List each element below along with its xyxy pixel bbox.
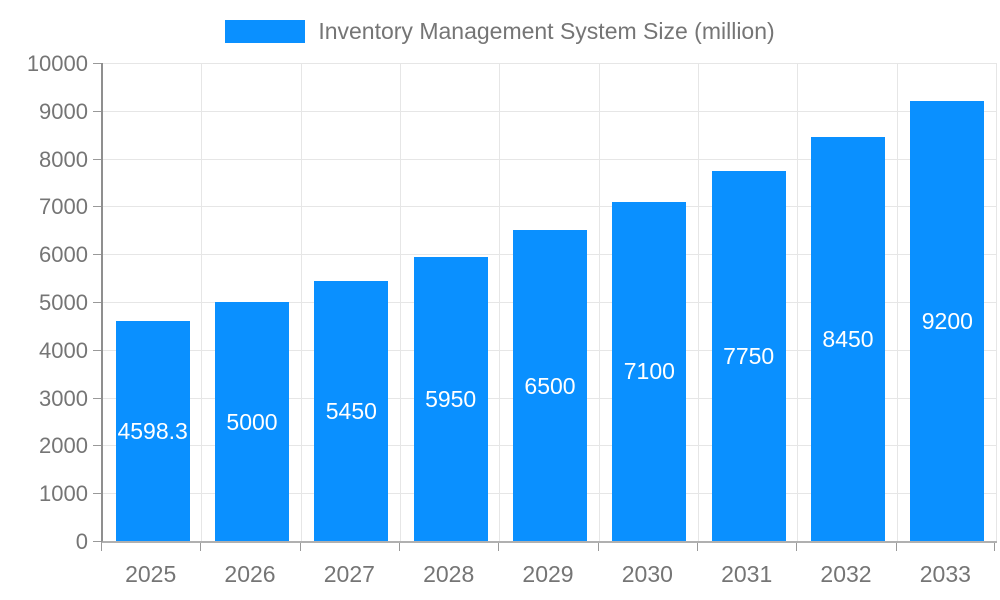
- x-axis-label: 2028: [423, 561, 475, 587]
- bar-2026[interactable]: 5000: [215, 302, 289, 541]
- y-axis-tick: [93, 254, 101, 256]
- x-axis-label: 2025: [125, 561, 177, 587]
- y-axis-label: 5000: [39, 290, 88, 315]
- x-axis-label: 2029: [522, 561, 574, 587]
- x-axis-tick: [399, 543, 400, 551]
- bar-2032[interactable]: 8450: [811, 137, 885, 541]
- bar-value-label: 5450: [325, 397, 377, 424]
- x-axis-tick: [597, 543, 599, 551]
- y-axis-tick: [93, 110, 101, 112]
- y-axis-tick: [93, 206, 101, 208]
- bar-2028[interactable]: 5950: [413, 256, 488, 541]
- y-axis-label: 4000: [39, 337, 88, 363]
- x-axis-tick: [895, 543, 897, 551]
- bar-value-label: 9200: [921, 308, 973, 335]
- v-gridline: [797, 63, 799, 541]
- y-axis-tick: [93, 397, 101, 399]
- y-axis-label: 3000: [39, 385, 88, 411]
- v-gridline: [598, 63, 600, 541]
- bar-value-label: 7100: [623, 358, 675, 385]
- v-gridline: [996, 63, 997, 541]
- x-axis-label: 2030: [621, 561, 673, 587]
- bar-value-label: 5000: [226, 408, 278, 435]
- legend-label: Inventory Management System Size (millio…: [318, 18, 775, 44]
- x-axis-tick: [200, 543, 202, 551]
- v-gridline: [896, 63, 898, 541]
- y-axis-tick: [93, 302, 101, 303]
- y-axis-label: 7000: [39, 194, 88, 220]
- y-axis-label: 9000: [39, 98, 88, 124]
- y-axis-label: 6000: [39, 242, 88, 268]
- y-axis-label: 10000: [26, 51, 88, 76]
- bar-2031[interactable]: 7750: [711, 170, 786, 541]
- y-axis-tick: [93, 493, 101, 495]
- x-axis-label: 2027: [323, 561, 375, 587]
- x-axis-label: 2033: [919, 561, 971, 587]
- y-axis-label: 2000: [39, 433, 88, 459]
- x-axis-tick: [101, 543, 102, 551]
- h-gridline: [103, 110, 997, 112]
- x-axis-tick: [498, 543, 500, 551]
- v-gridline: [499, 63, 501, 541]
- bar-value-label: 5950: [425, 385, 477, 412]
- y-axis-tick: [93, 63, 101, 64]
- plot-area: 4598.3 5000 5450 5950 6500 7100 7750 8450 9200: [101, 63, 997, 543]
- bar-2029[interactable]: 6500: [513, 230, 587, 541]
- y-axis-label: 1000: [39, 481, 88, 507]
- bar-value-label: 6500: [524, 372, 576, 399]
- bar-value-label: 4598.3: [117, 418, 188, 445]
- h-gridline: [103, 63, 997, 64]
- bar-value-label: 8450: [822, 326, 874, 353]
- v-gridline: [201, 63, 203, 541]
- x-axis-tick: [994, 543, 995, 551]
- bar-2027[interactable]: 5450: [314, 280, 389, 541]
- y-axis-label: 0: [75, 529, 88, 554]
- legend[interactable]: Inventory Management System Size (millio…: [0, 18, 1000, 45]
- bar-2033[interactable]: 9200: [910, 101, 985, 541]
- y-axis-tick: [93, 158, 101, 160]
- v-gridline: [400, 63, 401, 541]
- h-gridline: [103, 206, 997, 208]
- y-axis-label: 8000: [39, 146, 88, 172]
- y-axis-tick: [93, 445, 101, 447]
- y-axis-tick: [93, 541, 101, 542]
- x-axis-tick: [796, 543, 798, 551]
- v-gridline: [698, 63, 699, 541]
- x-axis-tick: [299, 543, 301, 551]
- h-gridline: [103, 158, 997, 160]
- legend-swatch: [225, 20, 306, 43]
- bar-2025[interactable]: 4598.3: [115, 321, 190, 541]
- y-axis-tick: [93, 349, 101, 351]
- bar-2030[interactable]: 7100: [612, 201, 687, 541]
- x-axis-tick: [697, 543, 698, 551]
- x-axis-label: 2032: [820, 561, 872, 587]
- v-gridline: [300, 63, 302, 541]
- x-axis-label: 2031: [721, 561, 773, 587]
- x-axis-label: 2026: [224, 561, 276, 587]
- bar-value-label: 7750: [723, 342, 775, 369]
